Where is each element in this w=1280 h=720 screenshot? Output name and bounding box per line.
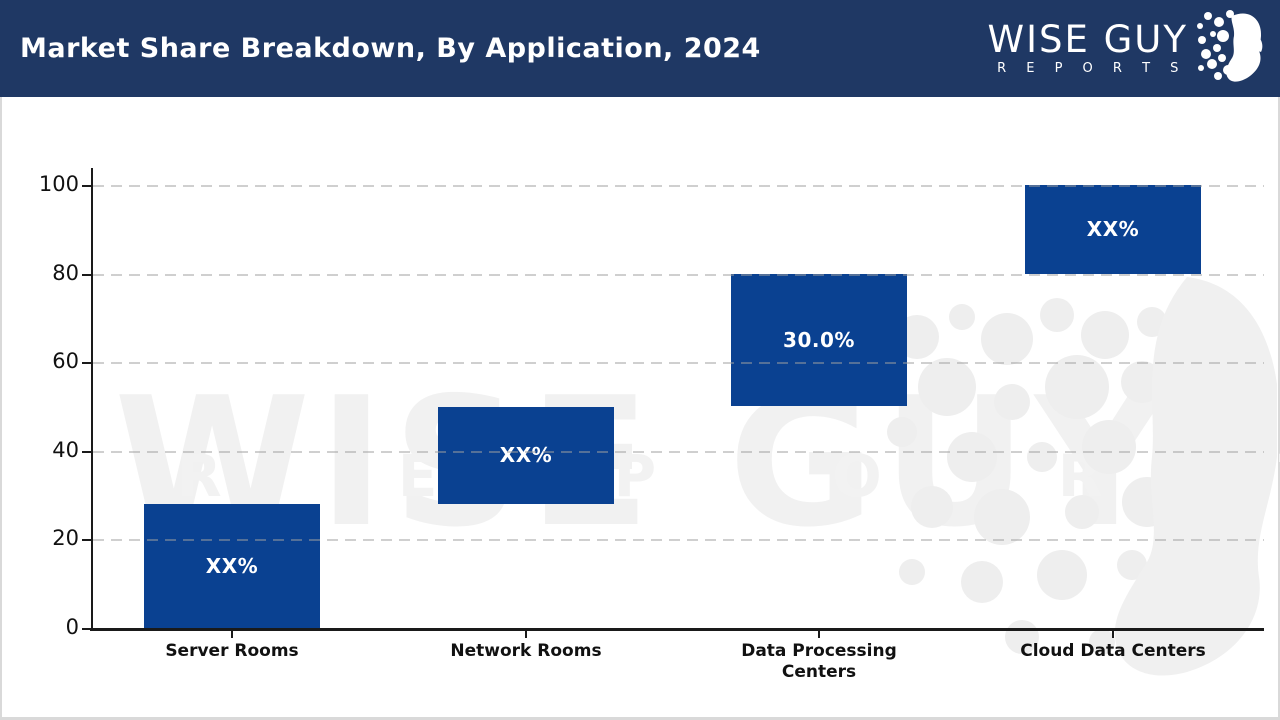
bar-value-label: 30.0% (783, 328, 855, 353)
gridline (93, 450, 1264, 453)
x-tick-mark (1112, 631, 1114, 638)
bar-network-rooms: XX% (438, 406, 614, 504)
y-tick-label: 0 (65, 615, 79, 639)
y-tick-label: 100 (38, 172, 79, 196)
gridline (93, 362, 1264, 365)
logo-wordmark: WISE GUY (987, 18, 1188, 61)
y-tick-mark (82, 628, 91, 630)
x-tick-mark (818, 631, 820, 638)
bar-cloud-data-centers: XX% (1025, 185, 1201, 274)
y-tick-label: 20 (52, 526, 79, 551)
y-tick-mark (82, 273, 91, 276)
header-bar: Market Share Breakdown, By Application, … (0, 0, 1280, 97)
chart-title: Market Share Breakdown, By Application, … (20, 33, 761, 64)
y-axis-line (91, 168, 93, 631)
logo-subtitle: R E P O R T S (997, 61, 1187, 76)
y-tick-label: 80 (52, 260, 79, 285)
x-category-label: Data Processing Centers (741, 641, 897, 683)
bar-value-label: XX% (499, 443, 553, 468)
chart-card: WISE GUY R E P O R T S 020406080100XX%XX… (0, 97, 1280, 720)
bar-value-label: XX% (1086, 217, 1140, 242)
x-tick-mark (231, 631, 233, 638)
gridline (93, 539, 1264, 542)
x-category-label: Cloud Data Centers (1020, 641, 1206, 661)
logo-head-icon (1197, 9, 1263, 82)
y-tick-label: 60 (52, 349, 79, 374)
y-tick-mark (82, 362, 91, 365)
y-tick-mark (82, 539, 91, 542)
y-tick-mark (82, 185, 91, 187)
watermark-dots-head-graphic (887, 277, 1277, 676)
bar-server-rooms: XX% (144, 503, 320, 628)
wise-guy-logo: WISE GUY R E P O R T S (988, 6, 1280, 92)
y-tick-label: 40 (52, 437, 79, 462)
x-category-label: Network Rooms (450, 641, 602, 661)
gridline (93, 185, 1264, 187)
x-category-label: Server Rooms (165, 641, 299, 661)
y-tick-mark (82, 450, 91, 453)
gridline (93, 273, 1264, 276)
logo-text: WISE GUY R E P O R T S (988, 21, 1188, 76)
x-axis-line (90, 628, 1264, 631)
bar-data-processing-centers: 30.0% (731, 273, 907, 407)
bar-value-label: XX% (205, 553, 259, 578)
x-tick-mark (525, 631, 527, 638)
